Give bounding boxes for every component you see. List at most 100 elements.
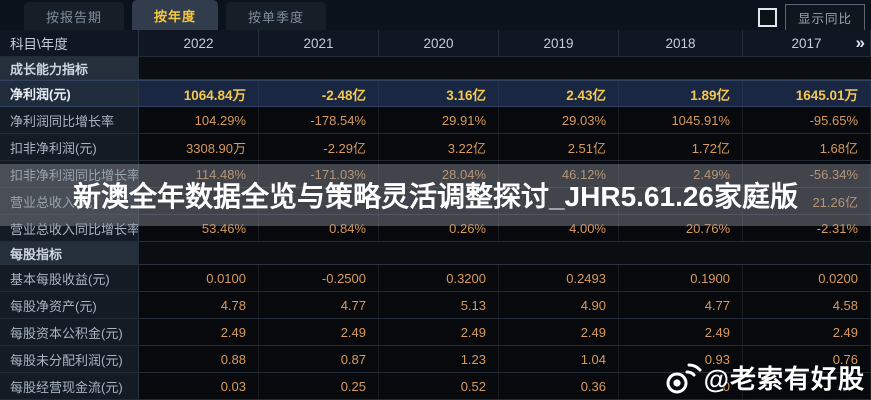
table-row: 净利润同比增长率 104.29% -178.54% 29.91% 29.03% 1045.… (0, 107, 871, 134)
cell-value: 2.49 (743, 319, 871, 345)
show-yoy-button[interactable]: 显示同比 (784, 4, 865, 31)
cell-value (743, 373, 871, 399)
cell-value: 1064.84万 (139, 81, 259, 106)
cell-value: 29.91% (379, 107, 499, 133)
cell-value: 1.72亿 (619, 134, 743, 160)
cell-value: 29.03% (499, 107, 619, 133)
table-body: 成长能力指标 净利润(元) 1064.84万 -2.48亿 3.16亿 2.43亿 1.89… (0, 57, 871, 400)
year-header-2022: 2022 (139, 30, 259, 56)
cell-value: 46.12% (499, 161, 619, 187)
tab-by-year[interactable]: 按年度 (132, 0, 219, 30)
cell-value: 104.29% (139, 107, 259, 133)
cell-value (379, 188, 499, 214)
cell-value: 0.25 (259, 373, 379, 399)
cell-value: 2.49 (259, 319, 379, 345)
cell-value: 0.1900 (619, 265, 743, 291)
cell-value: -0.2500 (259, 265, 379, 291)
tab-by-report-period[interactable]: 按报告期 (24, 2, 125, 30)
section-filler (139, 242, 871, 264)
cell-value: 53.46% (139, 215, 259, 241)
row-label: 每股经营现金流(元) (0, 373, 139, 399)
cell-value: -171.03% (259, 161, 379, 187)
row-label: 每股资本公积金(元) (0, 319, 139, 345)
table-row: 每股净资产(元) 4.78 4.77 5.13 4.90 4.77 4.58 (0, 292, 871, 319)
table-row: 每股未分配利润(元) 0.88 0.87 1.23 1.04 0.93 0.76 (0, 346, 871, 373)
cell-value: -56.34% (743, 161, 871, 187)
cell-value: 2.43亿 (499, 81, 619, 106)
section-label: 每股指标 (0, 242, 139, 264)
year-header-2018: 2018 (619, 30, 743, 56)
cell-value: 1.04 (499, 346, 619, 372)
year-header-2020: 2020 (379, 30, 499, 56)
table-row: 扣非净利润(元) 3308.90万 -2.29亿 3.22亿 2.51亿 1.72亿 1.6… (0, 134, 871, 161)
cell-value: 0 (619, 373, 743, 399)
row-label: 营业总收入同比增长率 (0, 215, 139, 241)
cell-value: 0.52 (379, 373, 499, 399)
row-label: 每股未分配利润(元) (0, 346, 139, 372)
cell-value: 4.77 (259, 292, 379, 318)
cell-value: 1.23 (379, 346, 499, 372)
cell-value: 2.49 (619, 319, 743, 345)
section-filler (139, 57, 871, 79)
table-row: 每股资本公积金(元) 2.49 2.49 2.49 2.49 2.49 2.49 (0, 319, 871, 346)
financials-table: 科目\年度 2022 2021 2020 2019 2018 2017» 成长能力指标 净利… (0, 30, 871, 400)
cell-value: 2.51亿 (499, 134, 619, 160)
cell-value: 3.16亿 (379, 81, 499, 106)
table-row: 营业总收入同比增长率 53.46% 0.84% 0.26% 4.00% 20.76% -2.… (0, 215, 871, 242)
cell-value: 0.76 (743, 346, 871, 372)
row-label: 基本每股收益(元) (0, 265, 139, 291)
cell-value: 4.90 (499, 292, 619, 318)
cell-value: -2.48亿 (259, 81, 379, 106)
cell-value: 1.89亿 (619, 81, 743, 106)
row-label: 每股净资产(元) (0, 292, 139, 318)
more-columns-icon[interactable]: » (855, 33, 865, 52)
show-yoy-checkbox[interactable] (757, 8, 777, 27)
table-row: 基本每股收益(元) 0.0100 -0.2500 0.3200 0.2493 0.1900… (0, 265, 871, 292)
table-row: 净利润(元) 1064.84万 -2.48亿 3.16亿 2.43亿 1.89亿 1645.… (0, 80, 871, 107)
tab-by-quarter[interactable]: 按单季度 (226, 2, 327, 30)
cell-value: 28.04% (379, 161, 499, 187)
cell-value (139, 188, 259, 214)
cell-value: -178.54% (259, 107, 379, 133)
cell-value: 4.00% (499, 215, 619, 241)
row-label: 营业总收入(元) (0, 188, 139, 214)
cell-value: 0.88 (139, 346, 259, 372)
cell-value: 114.48% (139, 161, 259, 187)
cell-value: 3308.90万 (139, 134, 259, 160)
table-row: 营业总收入(元) 21.26亿 (0, 188, 871, 215)
row-label: 扣非净利润同比增长率 (0, 161, 139, 187)
row-label: 净利润(元) (0, 81, 139, 106)
cell-value: 1.68亿 (743, 134, 871, 160)
cell-value (499, 188, 619, 214)
cell-value: 0.26% (379, 215, 499, 241)
cell-value (259, 188, 379, 214)
table-row: 每股经营现金流(元) 0.03 0.25 0.52 0.36 0 (0, 373, 871, 400)
cell-value: 4.58 (743, 292, 871, 318)
section-label: 成长能力指标 (0, 57, 139, 79)
year-header-2019: 2019 (499, 30, 619, 56)
cell-value: 21.26亿 (743, 188, 871, 214)
cell-value: -95.65% (743, 107, 871, 133)
cell-value: 3.22亿 (379, 134, 499, 160)
period-tabbar: 按报告期 按年度 按单季度 显示同比 (0, 0, 871, 31)
cell-value: 2.49 (379, 319, 499, 345)
cell-value: 4.78 (139, 292, 259, 318)
cell-value: -2.29亿 (259, 134, 379, 160)
corner-label: 科目\年度 (0, 30, 139, 56)
cell-value (619, 188, 743, 214)
cell-value: -2.31% (743, 215, 871, 241)
show-yoy-control: 显示同比 (757, 4, 865, 31)
section-row: 成长能力指标 (0, 57, 871, 80)
year-header-2021: 2021 (259, 30, 379, 56)
cell-value: 0.36 (499, 373, 619, 399)
year-header-2017: 2017 (743, 30, 871, 56)
cell-value: 2.49 (499, 319, 619, 345)
row-label: 扣非净利润(元) (0, 134, 139, 160)
cell-value: 0.2493 (499, 265, 619, 291)
cell-value: 2.49% (619, 161, 743, 187)
row-label: 净利润同比增长率 (0, 107, 139, 133)
cell-value: 0.93 (619, 346, 743, 372)
cell-value: 1045.91% (619, 107, 743, 133)
cell-value: 0.03 (139, 373, 259, 399)
